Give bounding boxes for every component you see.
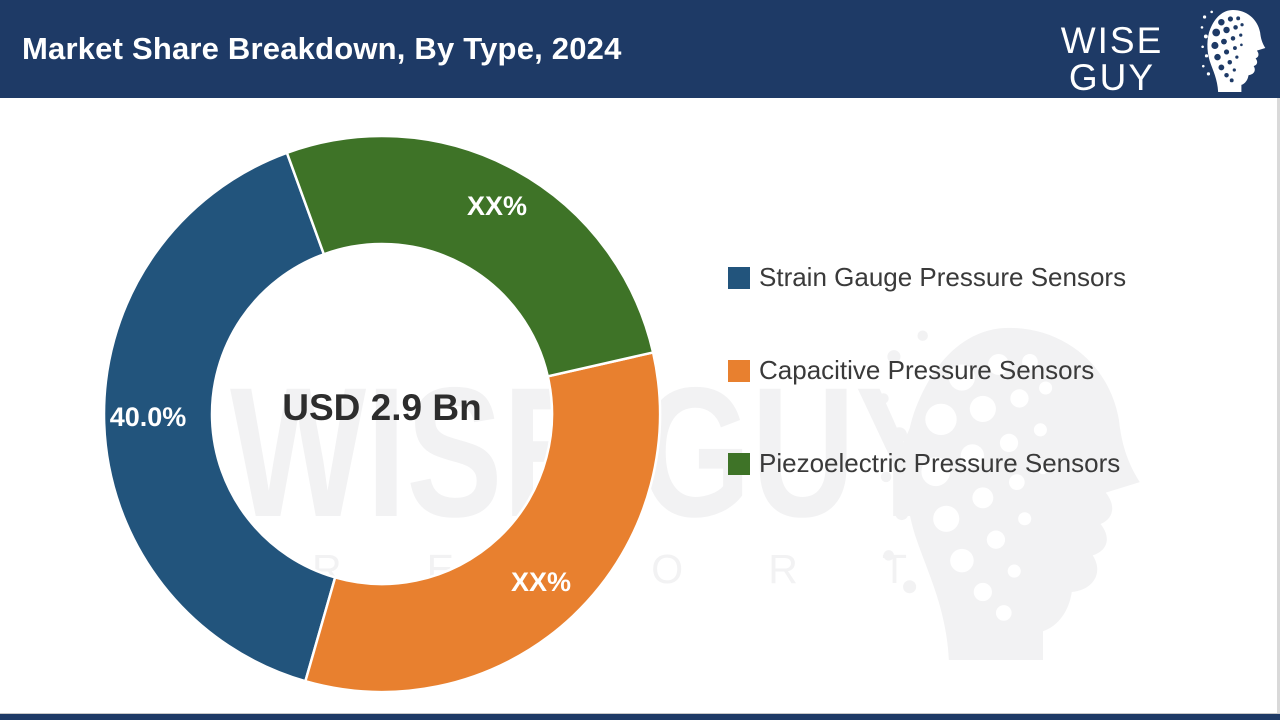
donut-segment-0 (102, 151, 337, 683)
header-bar: Market Share Breakdown, By Type, 2024 WI… (0, 0, 1280, 114)
donut-center-value: USD 2.9 Bn (282, 387, 482, 428)
segment-percentage-label-2: XX% (467, 191, 527, 221)
legend-label: Piezoelectric Pressure Sensors (759, 448, 1121, 478)
logo-text: WISE GUY REPORTS (1028, 22, 1196, 114)
donut-segment-1 (303, 350, 662, 694)
segment-percentage-label-1: XX% (511, 567, 571, 597)
logo-subtitle: REPORTS (1056, 100, 1177, 114)
right-edge-border (1277, 98, 1280, 713)
legend-item-2: Piezoelectric Pressure Sensors (728, 448, 1126, 479)
logo-wordmark: WISE GUY (1060, 20, 1164, 98)
legend-item-0: Strain Gauge Pressure Sensors (728, 262, 1126, 293)
legend-item-1: Capacitive Pressure Sensors (728, 355, 1126, 386)
legend-swatch-icon (728, 359, 750, 382)
legend-swatch-icon (728, 266, 750, 289)
segment-percentage-label-0: 40.0% (110, 402, 187, 432)
donut-segment-2 (285, 134, 655, 378)
legend-label: Strain Gauge Pressure Sensors (759, 262, 1127, 292)
legend-label: Capacitive Pressure Sensors (759, 355, 1095, 385)
legend-swatch-icon (728, 452, 750, 475)
head-profile-icon (1200, 8, 1266, 92)
chart-legend: Strain Gauge Pressure Sensors Capacitive … (728, 262, 1126, 479)
wise-guy-reports-logo: WISE GUY REPORTS (1028, 0, 1268, 114)
page-title: Market Share Breakdown, By Type, 2024 (22, 31, 622, 66)
footer-bar (0, 713, 1280, 720)
